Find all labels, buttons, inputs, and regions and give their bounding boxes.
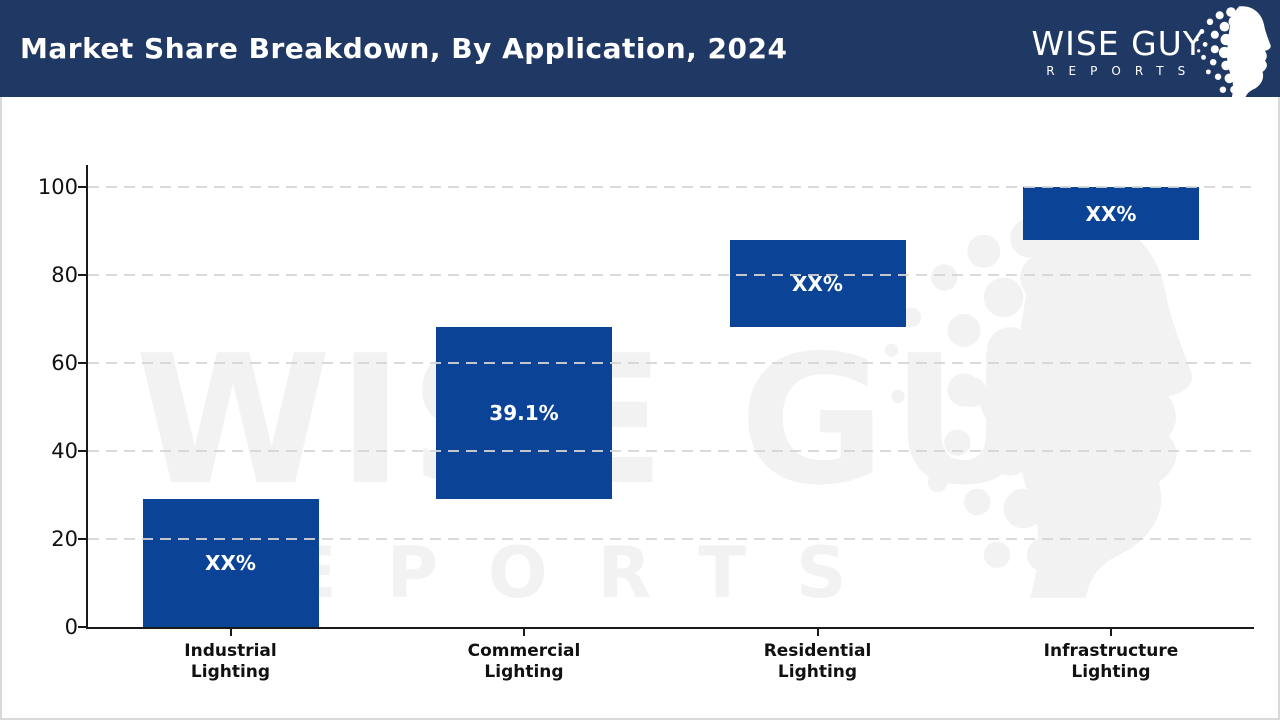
x-tick-mark-residential-lighting <box>816 628 819 636</box>
category-label-residential-lighting: Residential Lighting <box>763 641 872 682</box>
category-label-infrastructure-lighting: Infrastructure Lighting <box>1043 641 1179 682</box>
x-tick-mark-infrastructure-lighting <box>1110 628 1112 636</box>
bar-value-label: 39.1% <box>489 401 559 426</box>
logo-subtitle: REPORTS <box>1046 64 1200 79</box>
logo-text: WISE GUY REPORTS <box>1031 23 1204 79</box>
wise-guy-logo: WISE GUY REPORTS <box>1031 4 1272 101</box>
y-tick-label-60: 60 <box>51 351 78 375</box>
category-label-commercial-lighting: Commercial Lighting <box>467 641 581 682</box>
y-tick-label-20: 20 <box>51 527 78 551</box>
x-tick-mark-commercial-lighting <box>523 628 525 636</box>
y-tick-mark-40 <box>78 450 87 452</box>
y-axis-line <box>86 165 88 629</box>
y-tick-mark-80 <box>78 274 87 276</box>
y-tick-label-40: 40 <box>51 439 78 463</box>
header-bar: Market Share Breakdown, By Application, … <box>0 0 1280 97</box>
bar-industrial-lighting: XX% <box>142 499 319 627</box>
bar-value-label: XX% <box>205 551 256 576</box>
x-axis-line <box>86 627 1254 629</box>
bar-commercial-lighting: 39.1% <box>436 327 612 500</box>
y-tick-label-100: 100 <box>37 175 78 199</box>
y-tick-label-80: 80 <box>51 263 78 287</box>
page-title: Market Share Breakdown, By Application, … <box>20 32 788 65</box>
x-tick-mark-industrial-lighting <box>229 628 232 636</box>
category-label-industrial-lighting: Industrial Lighting <box>184 641 277 682</box>
logo-wordmark: WISE GUY <box>1031 23 1204 63</box>
y-tick-mark-20 <box>78 538 87 540</box>
y-tick-mark-0 <box>78 626 87 628</box>
y-tick-mark-60 <box>78 362 87 364</box>
y-tick-label-0: 0 <box>64 615 78 639</box>
y-tick-mark-100 <box>78 186 87 188</box>
